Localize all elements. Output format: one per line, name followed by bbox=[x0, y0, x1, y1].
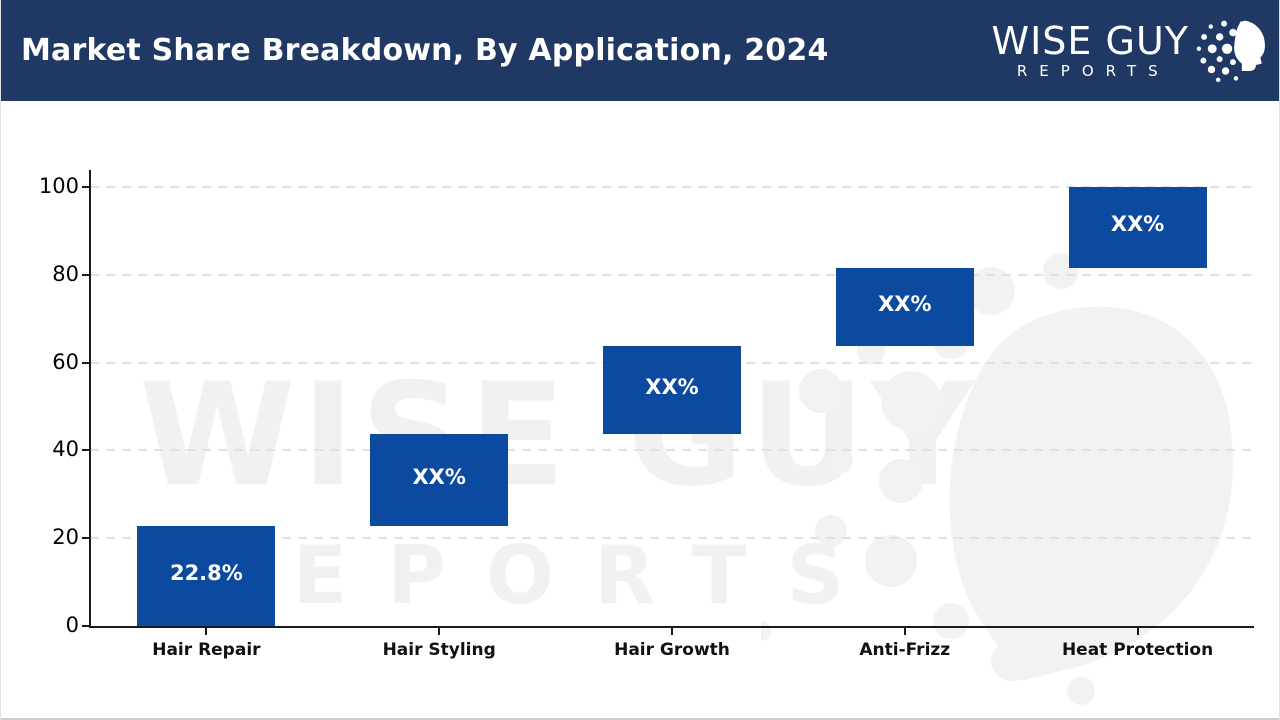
bar bbox=[137, 525, 276, 626]
y-axis-tick bbox=[82, 361, 90, 364]
gridline bbox=[90, 537, 1252, 540]
watermark: WISE GUY REPORTS bbox=[1, 101, 1279, 720]
gridline bbox=[90, 186, 1252, 188]
category-label: Hair Styling bbox=[382, 640, 496, 660]
watermark-line2: REPORTS bbox=[191, 529, 885, 622]
gridline bbox=[90, 449, 1252, 452]
y-axis-tick bbox=[82, 449, 90, 452]
y-axis-tick bbox=[82, 186, 90, 188]
y-axis-tick-label: 80 bbox=[52, 261, 79, 286]
logo-wordmark: WISE GUY REPORTS bbox=[992, 22, 1189, 79]
y-axis-tick bbox=[82, 273, 90, 276]
bar-value-label: XX% bbox=[412, 464, 466, 489]
bar bbox=[1068, 187, 1207, 268]
y-axis-line bbox=[89, 170, 91, 628]
x-axis-tick bbox=[903, 628, 906, 635]
y-axis-tick bbox=[82, 625, 90, 627]
page-title: Market Share Breakdown, By Application, … bbox=[21, 33, 829, 68]
watermark-face-icon bbox=[761, 253, 1233, 705]
bar-value-label: XX% bbox=[1110, 212, 1165, 237]
x-axis-tick bbox=[1136, 628, 1139, 635]
y-axis-tick-label: 60 bbox=[52, 349, 79, 374]
bar bbox=[835, 267, 974, 347]
bar bbox=[603, 346, 741, 434]
category-label: Hair Repair bbox=[152, 640, 261, 660]
gridline bbox=[90, 273, 1252, 276]
category-label: Anti-Frizz bbox=[859, 640, 951, 660]
y-axis-tick-label: 40 bbox=[52, 437, 79, 462]
logo-wordmark-line2: REPORTS bbox=[1016, 62, 1170, 80]
x-axis-tick bbox=[671, 628, 673, 635]
bar-value-label: XX% bbox=[878, 292, 932, 317]
y-axis-tick-label: 100 bbox=[38, 174, 79, 198]
wiseguy-logo: WISE GUY REPORTS bbox=[992, 16, 1267, 86]
category-label: Hair Growth bbox=[614, 640, 730, 660]
logo-wordmark-line1: WISE GUY bbox=[991, 19, 1189, 63]
x-axis-tick bbox=[438, 628, 441, 635]
y-axis-tick bbox=[82, 537, 90, 540]
bar bbox=[370, 433, 509, 526]
x-axis-tick bbox=[205, 628, 208, 635]
bar-value-label: 22.8% bbox=[169, 560, 243, 585]
x-axis-line bbox=[89, 626, 1254, 628]
y-axis-tick-label: 20 bbox=[52, 525, 79, 550]
header-bar: Market Share Breakdown, By Application, … bbox=[1, 0, 1279, 101]
y-axis-tick-label: 0 bbox=[65, 613, 79, 637]
logo-face-icon bbox=[1196, 20, 1265, 82]
category-label: Heat Protection bbox=[1061, 640, 1214, 660]
bar-value-label: XX% bbox=[645, 375, 699, 400]
